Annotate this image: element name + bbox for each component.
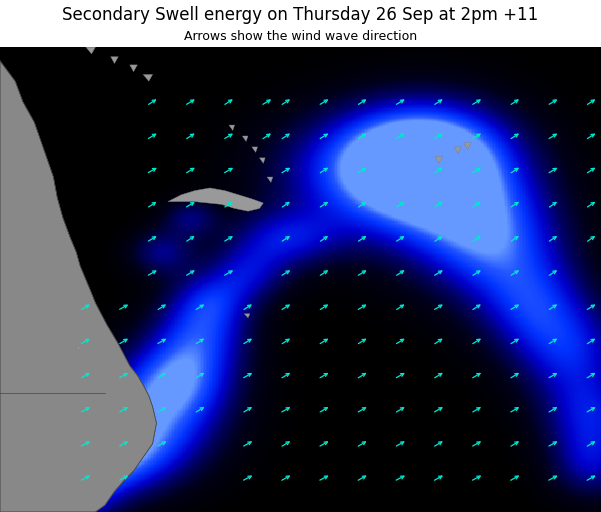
Polygon shape <box>252 147 258 153</box>
Polygon shape <box>454 147 462 154</box>
Polygon shape <box>168 188 263 211</box>
Text: Secondary Swell energy on Thursday 26 Sep at 2pm +11: Secondary Swell energy on Thursday 26 Se… <box>63 6 538 24</box>
Polygon shape <box>260 158 265 163</box>
Polygon shape <box>130 65 138 72</box>
Polygon shape <box>229 125 234 131</box>
Polygon shape <box>143 74 153 81</box>
Polygon shape <box>34 27 42 33</box>
Polygon shape <box>86 47 96 54</box>
Polygon shape <box>61 10 69 16</box>
Polygon shape <box>463 143 471 150</box>
Polygon shape <box>244 314 250 318</box>
Polygon shape <box>242 136 248 141</box>
Polygon shape <box>435 157 443 163</box>
Text: Arrows show the wind wave direction: Arrows show the wind wave direction <box>184 30 417 43</box>
Polygon shape <box>76 347 80 351</box>
Polygon shape <box>0 61 156 512</box>
Polygon shape <box>267 177 273 182</box>
Polygon shape <box>111 57 118 63</box>
